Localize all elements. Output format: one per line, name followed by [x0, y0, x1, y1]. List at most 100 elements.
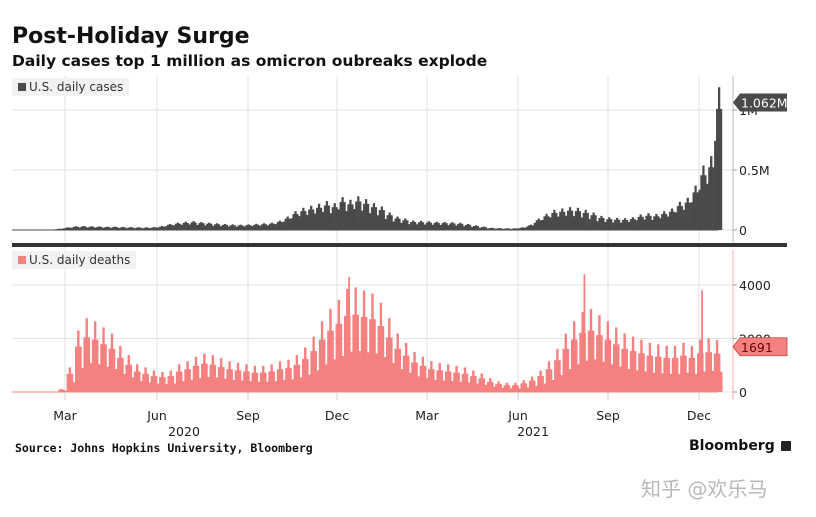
cases-bar — [237, 225, 240, 230]
cases-bar — [539, 220, 542, 230]
cases-bar — [633, 219, 636, 230]
cases-bar — [241, 225, 244, 230]
cases-bar — [665, 214, 668, 230]
cases-bar — [180, 224, 183, 230]
deaths-bar — [577, 364, 580, 392]
cases-bar — [274, 224, 278, 230]
deaths-bar — [621, 348, 624, 392]
deaths-bar — [713, 353, 717, 392]
deaths-bar — [680, 355, 683, 392]
cases-bar — [323, 205, 327, 230]
cases-bar — [382, 210, 385, 230]
cases-bar — [59, 228, 62, 230]
deaths-bar — [75, 346, 78, 392]
cases-bar — [276, 222, 280, 230]
cases-bar — [90, 226, 93, 230]
deaths-bar — [690, 345, 694, 392]
deaths-bar — [87, 337, 91, 392]
deaths-bar — [612, 344, 616, 392]
cases-bar — [592, 212, 595, 230]
cases-bar — [612, 222, 615, 230]
deaths-bar — [58, 389, 61, 392]
deaths-bar — [154, 376, 158, 392]
cases-bar — [259, 225, 262, 230]
cases-bar — [212, 225, 215, 230]
deaths-bar — [520, 383, 523, 392]
deaths-y-tick-label: 0 — [739, 385, 747, 400]
x-tick-label: Dec — [687, 408, 711, 423]
deaths-bar — [125, 364, 128, 392]
cases-bar — [516, 228, 519, 230]
deaths-bar — [512, 385, 515, 392]
deaths-bar — [268, 371, 271, 392]
cases-bar — [108, 227, 111, 230]
cases-bar — [284, 218, 287, 230]
deaths-bar — [640, 339, 643, 392]
cases-bar — [100, 226, 103, 230]
cases-bar — [317, 203, 321, 230]
cases-bar — [557, 216, 560, 230]
deaths-bar — [552, 379, 555, 392]
deaths-bar — [646, 355, 649, 392]
deaths-bar — [657, 344, 660, 392]
cases-bar — [517, 228, 521, 230]
deaths-bar — [190, 379, 193, 392]
deaths-bar — [291, 379, 294, 392]
deaths-bar — [266, 381, 269, 392]
cases-bar — [668, 211, 672, 230]
deaths-bar — [167, 376, 170, 392]
cases-bar — [312, 209, 315, 230]
cases-bar — [361, 210, 364, 230]
cases-bar — [72, 226, 76, 230]
deaths-spike-bar — [583, 274, 586, 392]
deaths-bar — [537, 376, 540, 392]
deaths-bar — [173, 383, 177, 392]
cases-bar — [568, 207, 572, 230]
deaths-bar — [230, 369, 233, 392]
deaths-bar — [96, 339, 99, 392]
deaths-bar — [152, 370, 156, 392]
cases-bar — [333, 203, 336, 230]
deaths-bar — [360, 316, 364, 392]
cases-bar — [435, 221, 438, 230]
deaths-bar — [686, 372, 689, 392]
deaths-bar — [276, 369, 280, 392]
deaths-bar — [669, 373, 673, 392]
cases-bar — [647, 213, 650, 230]
deaths-bar — [333, 359, 336, 392]
cases-bar — [525, 226, 529, 230]
deaths-bar — [636, 370, 639, 392]
deaths-bar — [633, 351, 637, 392]
cases-bar — [304, 211, 307, 230]
cases-bar — [621, 219, 625, 230]
cases-bar — [678, 201, 682, 230]
deaths-bar — [436, 370, 439, 392]
deaths-bar — [438, 362, 441, 392]
deaths-bar — [325, 364, 328, 392]
deaths-bar — [400, 369, 404, 392]
cases-bar — [408, 224, 411, 230]
deaths-bar — [142, 373, 145, 392]
deaths-bar — [329, 308, 332, 392]
cases-bar — [292, 214, 295, 230]
cases-bar — [694, 185, 697, 230]
cases-bar — [229, 225, 232, 230]
cases-bar — [261, 224, 264, 230]
deaths-bar — [91, 339, 95, 392]
deaths-bar — [720, 371, 723, 392]
cases-bar — [684, 202, 687, 230]
cases-callout-badge — [733, 93, 787, 112]
deaths-bar — [457, 372, 460, 392]
deaths-bar — [381, 326, 385, 392]
cases-bar — [482, 226, 485, 230]
cases-bar — [639, 214, 642, 230]
deaths-bar — [661, 373, 664, 392]
cases-bar — [84, 226, 87, 230]
deaths-bar — [705, 352, 708, 392]
deaths-bar — [301, 359, 305, 392]
cases-bar — [119, 227, 123, 230]
deaths-bar — [386, 337, 389, 392]
deaths-bar — [556, 348, 559, 392]
deaths-bar — [461, 373, 465, 392]
cases-bar — [219, 226, 223, 230]
